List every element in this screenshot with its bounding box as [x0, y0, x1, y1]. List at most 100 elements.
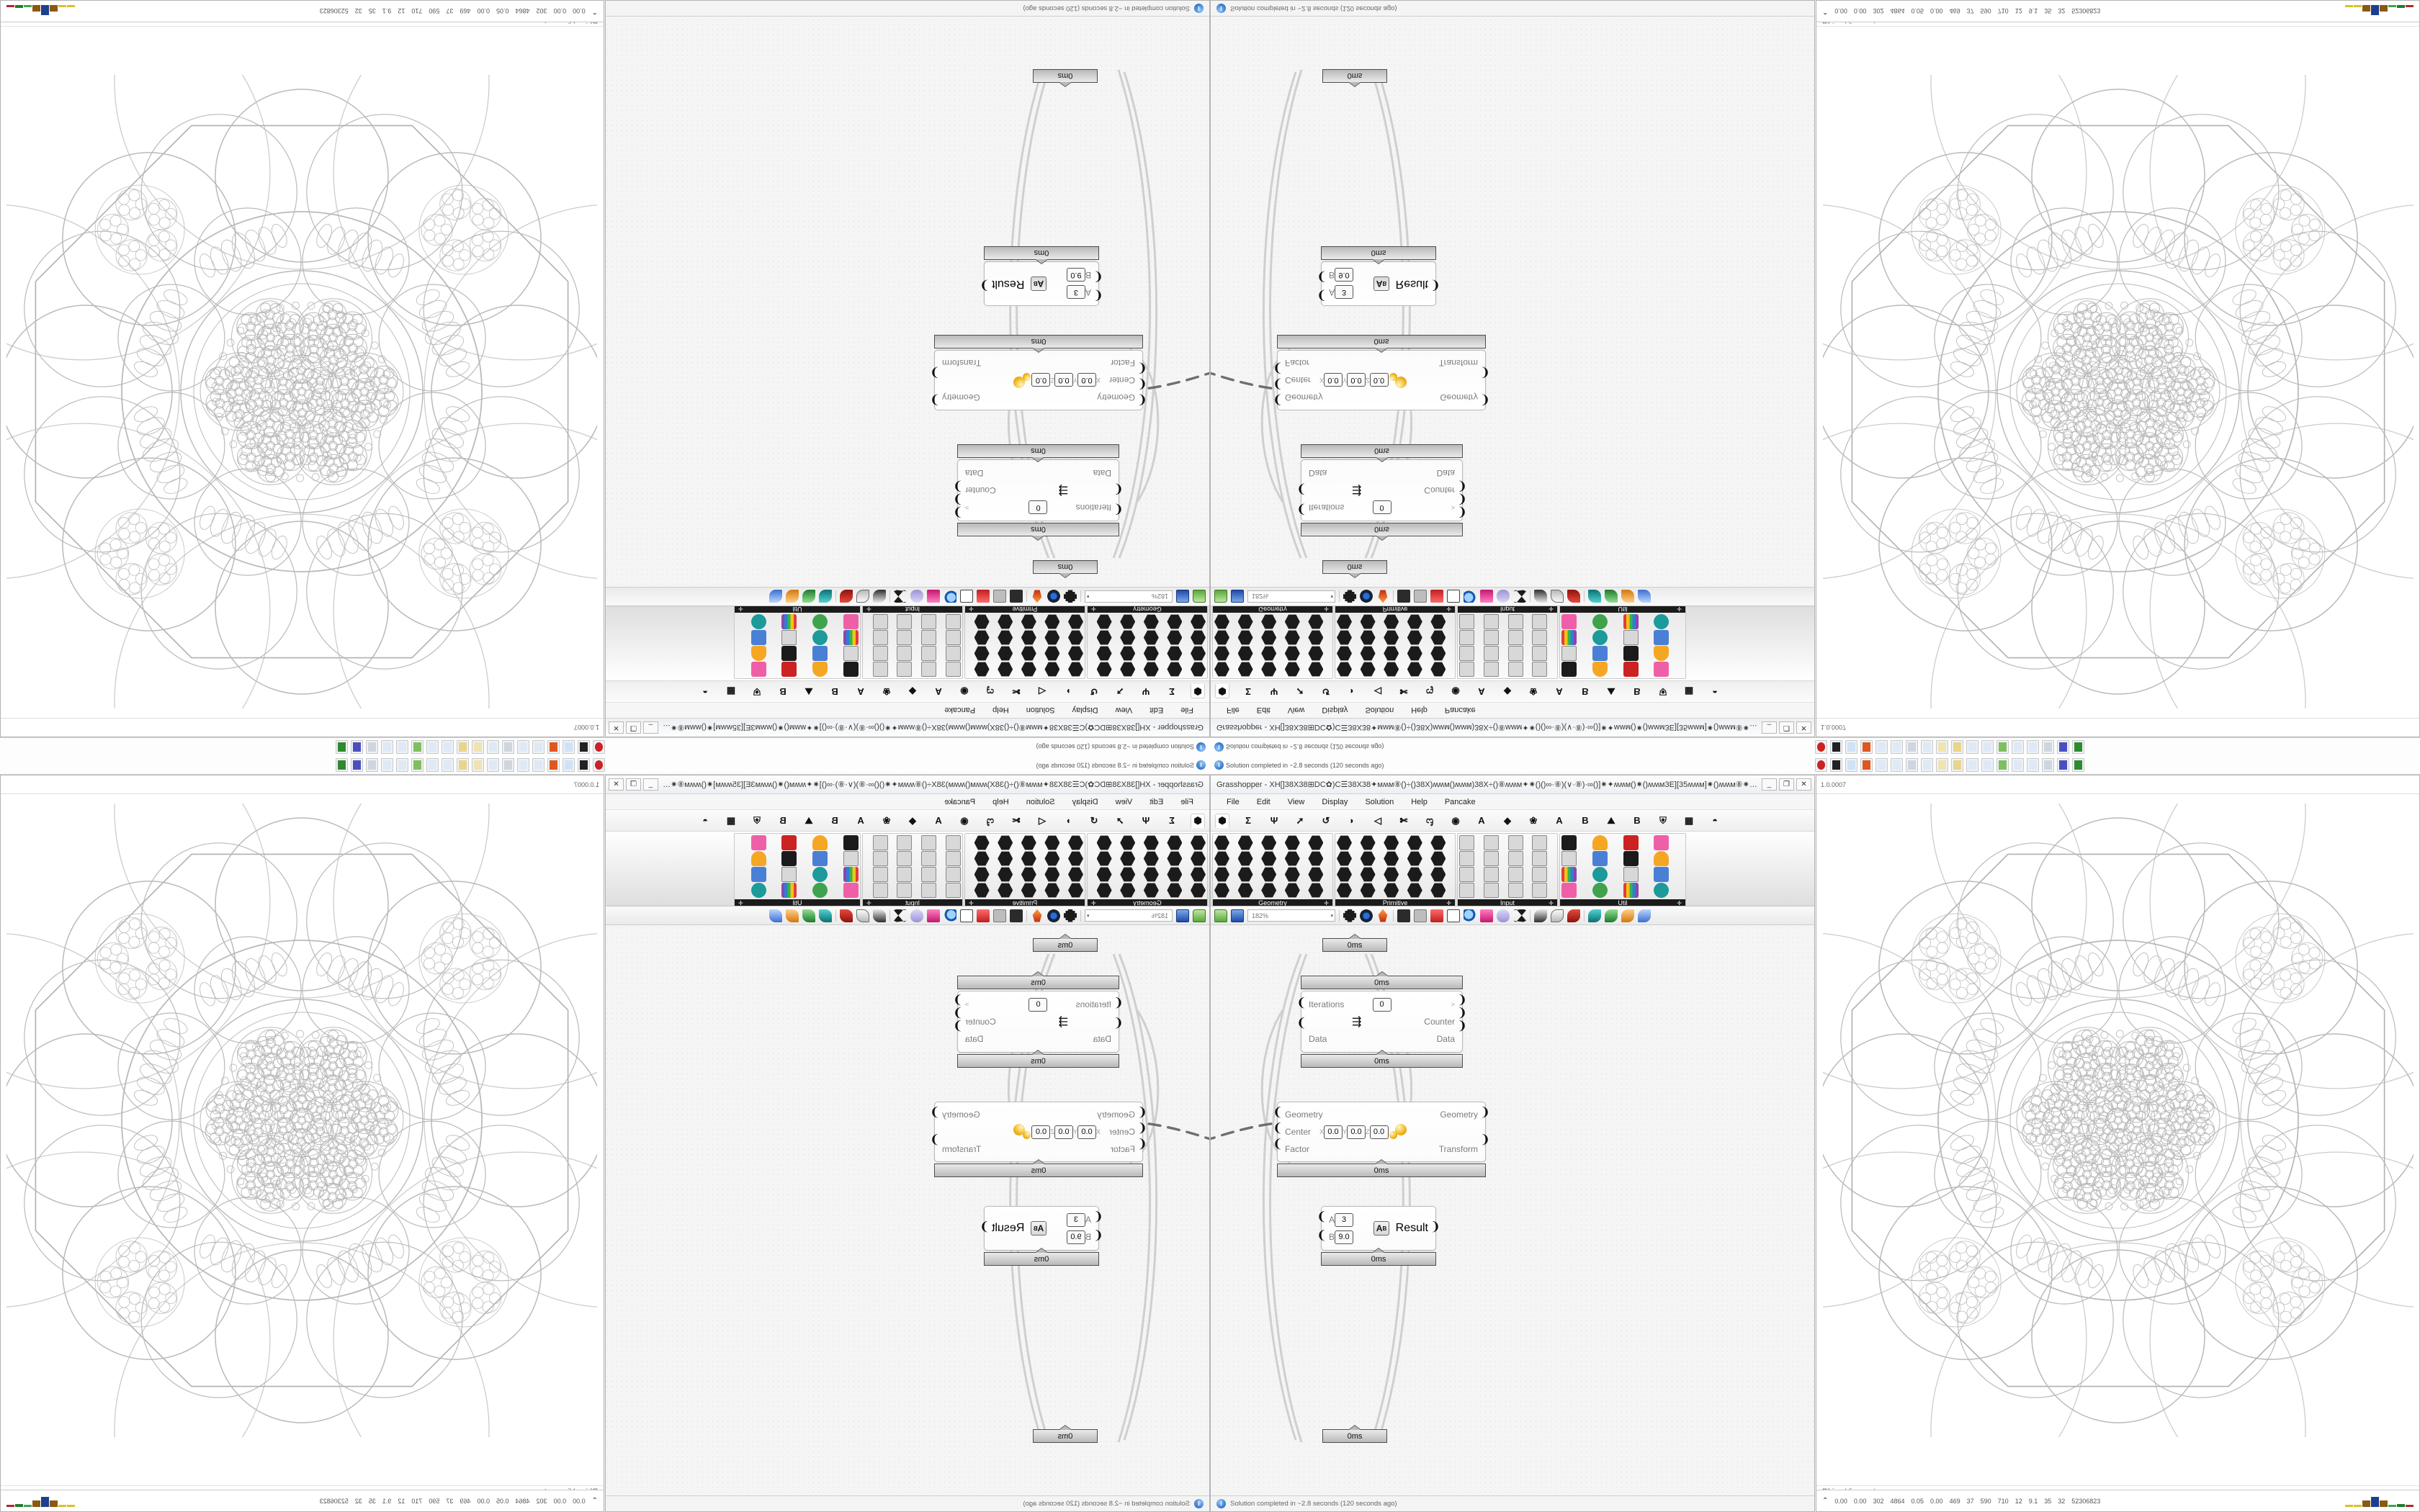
component-icon-primitive-14[interactable]: [1407, 867, 1422, 882]
app-dark-icon[interactable]: [578, 758, 590, 772]
ribbon-group-input[interactable]: Input ✛: [1457, 833, 1558, 906]
component-icon-input-12[interactable]: [1532, 835, 1548, 850]
component-icon-input-13[interactable]: [872, 646, 888, 661]
component-icon-primitive-14[interactable]: [998, 867, 1013, 882]
component-icon-input-13[interactable]: [1532, 851, 1548, 866]
canvas-toolbar[interactable]: 182% ▾: [1211, 587, 1814, 606]
b-value-field[interactable]: 9.0: [1066, 1230, 1085, 1244]
taskbar-icon-tray[interactable]: [1815, 758, 2084, 772]
component-icon-input-8[interactable]: [897, 835, 913, 850]
component-icon-input-5[interactable]: [1483, 851, 1499, 866]
ribbon-tab-9[interactable]: ◉: [960, 814, 969, 826]
component-icon-util-8[interactable]: [1623, 662, 1639, 677]
menu-item-pancake[interactable]: Pancake: [944, 797, 976, 806]
ribbon-tab-15[interactable]: ⛰: [1607, 686, 1615, 698]
menu-item-help[interactable]: Help: [1411, 797, 1428, 806]
component-icon-primitive-4[interactable]: [1044, 662, 1059, 677]
component-icon-input-1[interactable]: [946, 646, 961, 661]
component-icon-geometry-6[interactable]: [1167, 630, 1182, 645]
center-y-field[interactable]: 0.0: [1054, 373, 1073, 387]
grasshopper-menu-bar[interactable]: File Edit View Display Solution Help Pancake: [1211, 702, 1814, 718]
menu-item-view[interactable]: View: [1287, 706, 1305, 715]
doc9-icon[interactable]: [381, 758, 393, 772]
preview-blue-icon[interactable]: [1638, 590, 1651, 603]
windows-taskbar[interactable]: i Solution completed in ~2.8 seconds (12…: [1210, 737, 2420, 756]
component-ribbon[interactable]: Geometry ✛ Primitive ✛ Input ✛ Util ✛: [606, 832, 1209, 906]
component-icon-geometry-10[interactable]: [1144, 630, 1159, 645]
component-icon-geometry-8[interactable]: [1144, 662, 1159, 677]
ribbon-tab-strip[interactable]: ⬢ Σ Ψ ➚ ↺ ◗ ◁ ✄ ᧅ ◉ A ◆ ❀ A B ⛰ B ⛨ ▦ ◓: [1211, 680, 1814, 702]
component-icon-geometry-18[interactable]: [1097, 630, 1112, 645]
component-icon-input-4[interactable]: [1483, 835, 1499, 850]
component-icon-geometry-3[interactable]: [1214, 614, 1229, 629]
component-icon-geometry-5[interactable]: [1167, 646, 1182, 661]
output-port-transform[interactable]: ❩: [930, 365, 941, 379]
app-dark-icon[interactable]: [1830, 740, 1842, 754]
folder-icon[interactable]: [457, 758, 469, 772]
input-port-b[interactable]: ❨: [1093, 269, 1103, 284]
component-icon-util-9[interactable]: [1623, 851, 1639, 866]
component-icon-primitive-1[interactable]: [1068, 646, 1083, 661]
component-icon-input-10[interactable]: [1507, 630, 1523, 645]
profiler-icon[interactable]: [1480, 909, 1493, 922]
component-icon-util-14[interactable]: [750, 630, 766, 645]
component-icon-primitive-8[interactable]: [1021, 835, 1036, 850]
component-icon-util-3[interactable]: [1561, 614, 1577, 629]
component-icon-input-14[interactable]: [1532, 867, 1548, 882]
component-icon-primitive-18[interactable]: [1430, 867, 1446, 882]
component-icon-input-15[interactable]: [1532, 883, 1548, 898]
component-icon-geometry-13[interactable]: [1120, 646, 1135, 661]
doc4-icon[interactable]: [502, 758, 514, 772]
ribbon-tab-19[interactable]: ◓: [702, 686, 708, 697]
surface-preview-icon[interactable]: [856, 590, 869, 603]
input-port-iterations[interactable]: ❨: [1296, 996, 1307, 1010]
component-icon-primitive-2[interactable]: [1337, 630, 1352, 645]
menu-item-file[interactable]: File: [1227, 706, 1240, 715]
expander-icon[interactable]: ✛: [1677, 606, 1682, 613]
component-icon-primitive-16[interactable]: [1430, 662, 1446, 677]
expander-icon[interactable]: ✛: [1091, 606, 1096, 613]
doc4-icon[interactable]: [1906, 740, 1918, 754]
ribbon-group-util[interactable]: Util ✛: [734, 606, 861, 679]
center-x-field[interactable]: 0.0: [1324, 373, 1343, 387]
rhino-icon[interactable]: [593, 740, 605, 754]
ribbon-tab-12[interactable]: ❀: [882, 686, 891, 698]
input-port-center[interactable]: ❨: [1137, 377, 1147, 391]
component-icon-geometry-14[interactable]: [1120, 867, 1135, 882]
solid-preview-icon[interactable]: [1567, 590, 1580, 603]
component-icon-primitive-6[interactable]: [1361, 630, 1376, 645]
ribbon-group-input[interactable]: Input ✛: [862, 606, 963, 679]
component-icon-util-4[interactable]: [1592, 835, 1608, 850]
component-icon-primitive-3[interactable]: [1337, 883, 1352, 898]
component-icon-input-13[interactable]: [1532, 646, 1548, 661]
component-icon-geometry-2[interactable]: [1191, 630, 1206, 645]
close-button[interactable]: ✕: [1796, 778, 1811, 791]
center-y-field[interactable]: 0.0: [1347, 373, 1366, 387]
component-icon-geometry-4[interactable]: [1237, 835, 1253, 850]
input-port-data[interactable]: ❨: [1113, 1016, 1124, 1030]
grasshopper-menu-bar[interactable]: File Edit View Display Solution Help Pancake: [1211, 794, 1814, 810]
input-port-geometry[interactable]: ❨: [1273, 392, 1283, 407]
ribbon-tab-12[interactable]: ❀: [1529, 814, 1538, 826]
expander-icon[interactable]: ✛: [738, 899, 743, 906]
component-icon-primitive-10[interactable]: [1384, 630, 1399, 645]
ribbon-tab-18[interactable]: ▦: [1684, 814, 1694, 826]
input-port-factor[interactable]: ❨: [1137, 1137, 1147, 1151]
component-icon-input-13[interactable]: [872, 851, 888, 866]
grasshopper-canvas[interactable]: 0ms 0ms ❨ ❨ ❩ ❩ ❩ Iterations 0 >: [606, 925, 1209, 1495]
component-icon-primitive-9[interactable]: [1021, 851, 1036, 866]
ribbon-tab-2[interactable]: Ψ: [1270, 686, 1278, 697]
component-icon-util-5[interactable]: [812, 851, 828, 866]
ribbon-tab-19[interactable]: ◓: [1712, 815, 1718, 826]
component-icon-primitive-17[interactable]: [1430, 851, 1446, 866]
component-icon-primitive-2[interactable]: [1337, 867, 1352, 882]
component-icon-input-2[interactable]: [1459, 867, 1474, 882]
search-icon[interactable]: [944, 590, 956, 603]
input-port-data[interactable]: ❨: [1296, 482, 1307, 496]
surface-preview-icon[interactable]: [1551, 909, 1564, 922]
menu-item-view[interactable]: View: [1287, 797, 1305, 806]
component-icon-primitive-3[interactable]: [1337, 614, 1352, 629]
grasshopper-menu-bar[interactable]: File Edit View Display Solution Help Pancake: [606, 794, 1209, 810]
ribbon-tab-15[interactable]: ⛰: [1607, 814, 1615, 826]
ribbon-tab-1[interactable]: Σ: [1169, 815, 1175, 826]
